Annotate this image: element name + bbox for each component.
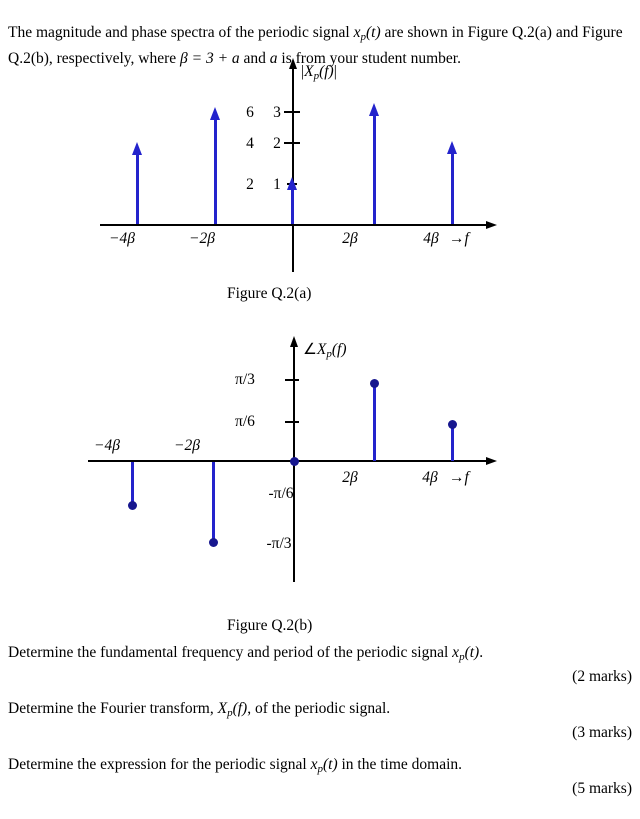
- y-tick-label: π/6: [235, 413, 255, 430]
- intro-text-3: and: [239, 49, 270, 67]
- x-axis-arrow-icon: [486, 221, 497, 229]
- math-xp-t: xp(t): [310, 756, 338, 775]
- y-axis: [292, 66, 294, 272]
- marks-label: (3 marks): [572, 724, 632, 741]
- math-xp-t: xp(t): [452, 644, 480, 663]
- x-tick-label: −2β: [174, 437, 200, 454]
- x-axis: [100, 224, 488, 226]
- tick-dash: [285, 379, 299, 381]
- x-tick-label: −4β: [94, 437, 120, 454]
- marks-label: (5 marks): [572, 780, 632, 797]
- stem: [451, 425, 454, 461]
- x-tick-label: 4β: [423, 230, 439, 247]
- math-Xp-f: Xp(f): [217, 700, 248, 719]
- data-dot: [448, 420, 457, 429]
- y-tick-label: 1: [273, 176, 281, 193]
- stem: [214, 118, 217, 224]
- intro-text-2: are shown in Figure Q.2(a) and Figure Q.…: [8, 23, 623, 67]
- stem-arrow-icon: [447, 141, 457, 154]
- tick-dash: [284, 142, 300, 144]
- y-tick-label: -π/6: [268, 485, 294, 502]
- math-beta-equation: β = 3 + a: [180, 49, 240, 67]
- stem: [291, 188, 294, 224]
- y-tick-label: 6: [246, 104, 254, 121]
- y-tick-label: 2: [246, 176, 254, 193]
- data-dot: [290, 457, 299, 466]
- f-axis-label: →f: [449, 230, 469, 247]
- math-xp-t: xp(t): [353, 23, 381, 43]
- y-tick-label: 4: [246, 135, 254, 152]
- intro-paragraph: The magnitude and phase spectra of the p…: [8, 22, 634, 70]
- tick-dash: [284, 111, 300, 113]
- x-axis: [88, 460, 488, 462]
- data-dot: [209, 538, 218, 547]
- x-tick-label: −4β: [109, 230, 135, 247]
- x-axis-arrow-icon: [486, 457, 497, 465]
- question-3: Determine the expression for the periodi…: [8, 756, 463, 775]
- stem: [373, 384, 376, 461]
- y-axis-arrow-icon: [289, 58, 297, 69]
- stem: [373, 114, 376, 224]
- question-2: Determine the Fourier transform, Xp(f), …: [8, 700, 391, 719]
- stem-arrow-icon: [287, 177, 297, 190]
- math-a: a: [269, 49, 278, 67]
- y-tick-label: 3: [273, 104, 281, 121]
- y-tick-label: -π/3: [266, 535, 292, 552]
- stem-arrow-icon: [369, 103, 379, 116]
- y-axis-label: |Xp(f)|: [301, 63, 337, 82]
- y-axis-arrow-icon: [290, 336, 298, 347]
- data-dot: [128, 501, 137, 510]
- f-axis-label: →f: [449, 469, 469, 486]
- stem-arrow-icon: [210, 107, 220, 120]
- figure-caption: Figure Q.2(b): [227, 617, 313, 634]
- data-dot: [370, 379, 379, 388]
- y-axis-label: ∠Xp(f): [303, 340, 347, 360]
- intro-text-1: The magnitude and phase spectra of the p…: [8, 23, 354, 41]
- intro-text-4: is from your student number.: [277, 49, 461, 67]
- x-tick-label: 4β: [422, 469, 438, 486]
- question-1: Determine the fundamental frequency and …: [8, 644, 484, 663]
- stem: [131, 462, 134, 504]
- stem-arrow-icon: [132, 142, 142, 155]
- x-tick-label: 2β: [342, 230, 358, 247]
- stem: [212, 462, 215, 541]
- stem: [136, 153, 139, 224]
- x-tick-label: −2β: [189, 230, 215, 247]
- stem: [451, 152, 454, 224]
- figure-caption: Figure Q.2(a): [227, 285, 312, 302]
- x-tick-label: 2β: [342, 469, 358, 486]
- marks-label: (2 marks): [572, 668, 632, 685]
- tick-dash: [285, 421, 299, 423]
- y-tick-label: π/3: [235, 371, 255, 388]
- y-tick-label: 2: [273, 135, 281, 152]
